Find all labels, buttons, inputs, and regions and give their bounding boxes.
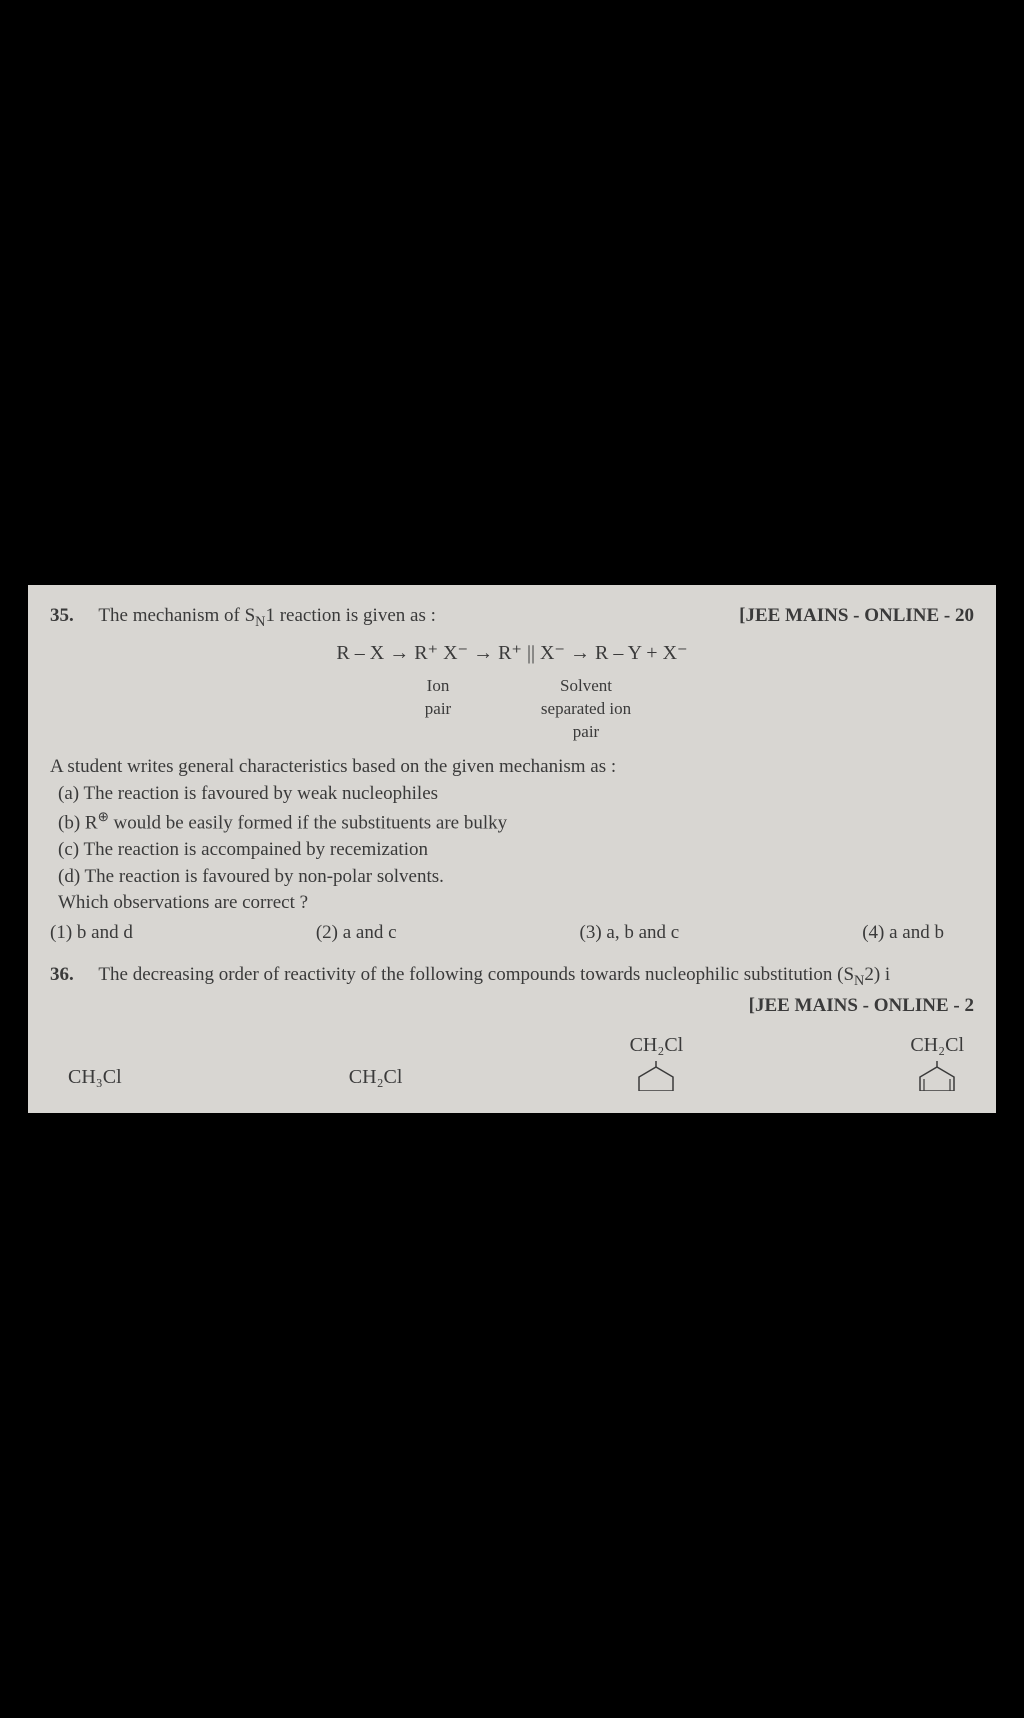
q35-opt-3: (3) a, b and c: [580, 920, 680, 946]
q35-which: Which observations are correct ?: [58, 890, 974, 916]
q36-text-block: 36. The decreasing order of reactivity o…: [50, 962, 974, 1019]
compound-2: CH₂Cl: [349, 1064, 403, 1091]
q35-mech-labels: Ion pair Solvent separated ion pair: [50, 675, 974, 744]
q35-number: 35.: [50, 603, 84, 629]
q35-opt-4: (4) a and b: [862, 920, 944, 946]
q35-stmt-d: (d) The reaction is favoured by non-pola…: [58, 864, 974, 890]
q35-title-row: 35. The mechanism of SN1 reaction is giv…: [50, 603, 436, 632]
q36-number: 36.: [50, 962, 84, 988]
q36-text: The decreasing order of reactivity of th…: [98, 964, 890, 985]
q35-opt-2: (2) a and c: [316, 920, 397, 946]
q35-intro: A student writes general characteristics…: [50, 754, 974, 780]
q35-options: (1) b and d (2) a and c (3) a, b and c (…: [50, 920, 974, 946]
compound-1: CH₃Cl: [68, 1064, 122, 1091]
compound-3: CH₂Cl: [630, 1032, 684, 1091]
q36-header: 36. The decreasing order of reactivity o…: [50, 962, 974, 1019]
exam-paper: 35. The mechanism of SN1 reaction is giv…: [28, 585, 996, 1113]
q35-source: [JEE MAINS - ONLINE - 20: [739, 603, 974, 629]
benzene-icon: [914, 1061, 960, 1091]
q35-title: The mechanism of SN1 reaction is given a…: [98, 605, 435, 626]
q35-opt-1: (1) b and d: [50, 920, 133, 946]
mech-label-ionpair: Ion pair: [383, 675, 493, 744]
q36-compounds: CH₃Cl CH₂Cl CH₂Cl CH₂Cl: [50, 1032, 974, 1091]
benzene-icon: [633, 1061, 679, 1091]
q36-source: [JEE MAINS - ONLINE - 2: [50, 993, 974, 1019]
q35-stmt-b: (b) R⊕ would be easily formed if the sub…: [58, 808, 974, 836]
q35-header: 35. The mechanism of SN1 reaction is giv…: [50, 603, 974, 632]
q35-stmt-c: (c) The reaction is accompained by recem…: [58, 837, 974, 863]
compound-4: CH₂Cl: [910, 1032, 964, 1091]
mech-label-solvent: Solvent separated ion pair: [531, 675, 641, 744]
q35-statements: (a) The reaction is favoured by weak nuc…: [58, 781, 974, 916]
mech-equation: R – X → R⁺ X⁻ → R⁺ || X⁻ → R – Y + X⁻: [336, 642, 687, 664]
q35-mechanism: R – X → R⁺ X⁻ → R⁺ || X⁻ → R – Y + X⁻: [50, 640, 974, 667]
q35-stmt-a: (a) The reaction is favoured by weak nuc…: [58, 781, 974, 807]
